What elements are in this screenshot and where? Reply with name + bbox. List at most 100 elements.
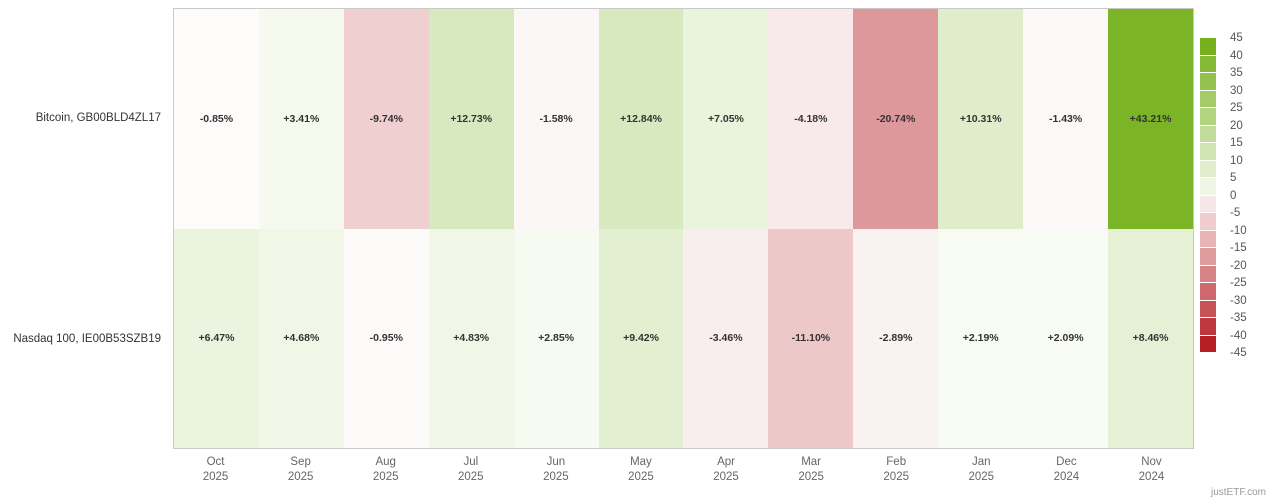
x-axis-year: 2025 <box>713 471 739 483</box>
legend-tick-label: -10 <box>1230 224 1247 237</box>
legend-segment <box>1200 300 1216 318</box>
heatmap-grid: -0.85% +3.41% -9.74% +12.73% -1.58% +12.84% +7… <box>173 8 1194 449</box>
watermark: justETF.com <box>1210 487 1266 498</box>
x-axis-label: Apr 2025 <box>684 455 769 485</box>
cell-value-label: +12.73% <box>450 112 493 125</box>
heatmap-cell[interactable]: -11.10% <box>768 228 854 448</box>
x-axis-year: 2024 <box>1138 471 1165 483</box>
heatmap-cell[interactable]: -9.74% <box>343 9 429 229</box>
cell-value-label: +2.85% <box>538 332 575 345</box>
legend-segment <box>1200 283 1216 301</box>
cell-value-label: +3.41% <box>283 112 320 125</box>
heatmap-cell[interactable]: +43.21% <box>1108 9 1193 229</box>
heatmap-cell[interactable]: -4.18% <box>768 9 854 229</box>
legend-segment <box>1200 160 1216 178</box>
y-axis-labels: Bitcoin, GB00BLD4ZL17 Nasdaq 100, IE00B53… <box>0 8 161 449</box>
x-axis-year: 2025 <box>372 471 399 483</box>
heatmap-cell[interactable]: +9.42% <box>598 228 684 448</box>
legend-tick-label: -5 <box>1230 207 1241 219</box>
cell-value-label: -4.18% <box>794 112 828 125</box>
legend-segment <box>1200 195 1216 213</box>
legend-segment <box>1200 38 1216 56</box>
heatmap-cell[interactable]: -0.95% <box>343 228 429 448</box>
cell-value-label: +12.84% <box>620 112 662 125</box>
cell-value-label: -20.74% <box>876 112 916 125</box>
legend-tick-label: 40 <box>1230 49 1243 62</box>
legend-tick-label: 0 <box>1230 189 1237 202</box>
heatmap-cell[interactable]: +3.41% <box>258 9 344 229</box>
x-axis-month: May <box>630 456 652 468</box>
legend-tick-label: 5 <box>1230 172 1237 184</box>
heatmap-cell[interactable]: +12.73% <box>428 9 514 229</box>
heatmap-cell[interactable]: +8.46% <box>1108 228 1193 448</box>
x-axis-year: 2024 <box>1053 471 1080 483</box>
cell-value-label: -0.85% <box>199 112 234 125</box>
legend-tick-label: -45 <box>1230 347 1247 359</box>
x-axis-month: Aug <box>375 456 396 468</box>
cell-value-label: +6.47% <box>198 332 235 345</box>
legend-segment <box>1200 125 1216 143</box>
legend-tick-label: -15 <box>1230 242 1247 254</box>
legend-segment <box>1200 108 1216 126</box>
legend-tick-label: 45 <box>1230 32 1243 44</box>
x-axis-label: Sep 2025 <box>258 455 343 485</box>
heatmap-cell[interactable]: -0.85% <box>174 9 259 229</box>
x-axis-labels: Oct 2025 Sep 2025 Aug 2025 Jul 2025 Jun 2025 May 20… <box>173 455 1194 485</box>
heatmap-cell[interactable]: -20.74% <box>853 9 939 229</box>
legend-segment <box>1200 178 1216 196</box>
legend-tick-label: -30 <box>1230 294 1247 307</box>
heatmap-cell[interactable]: +2.19% <box>938 228 1024 448</box>
heatmap-cell[interactable]: +4.68% <box>258 228 344 448</box>
heatmap-cell[interactable]: -2.89% <box>853 228 939 448</box>
x-axis-year: 2025 <box>798 471 824 483</box>
x-axis-label: Aug 2025 <box>343 455 428 485</box>
heatmap-cell[interactable]: +2.85% <box>513 228 599 448</box>
heatmap-cell[interactable]: -1.43% <box>1023 9 1109 229</box>
x-axis-year: 2025 <box>543 471 569 483</box>
heatmap-cell[interactable]: +2.09% <box>1023 228 1109 448</box>
heatmap-cell[interactable]: +7.05% <box>683 9 769 229</box>
legend-tick-label: 15 <box>1230 137 1243 149</box>
heatmap-cell[interactable]: -1.58% <box>513 9 599 229</box>
cell-value-label: -3.46% <box>709 332 743 345</box>
legend-tick-label: 25 <box>1230 102 1243 114</box>
legend-segment <box>1200 230 1216 248</box>
legend-segment <box>1200 265 1216 283</box>
cell-value-label: +4.83% <box>453 332 490 345</box>
cell-value-label: +43.21% <box>1129 112 1172 125</box>
legend-tick-label: -20 <box>1230 259 1247 272</box>
cell-value-label: +10.31% <box>959 112 1002 125</box>
x-axis-month: Mar <box>801 456 822 468</box>
heatmap-cell[interactable]: -3.46% <box>683 228 769 448</box>
cell-value-label: +7.05% <box>707 112 744 125</box>
x-axis-label: May 2025 <box>598 455 683 485</box>
x-axis-year: 2025 <box>883 471 909 483</box>
x-axis-label: Jan 2025 <box>939 455 1024 485</box>
heatmap-cell[interactable]: +10.31% <box>938 9 1024 229</box>
legend-segment <box>1200 90 1216 108</box>
heatmap-cell[interactable]: +4.83% <box>428 228 514 448</box>
legend-segment <box>1200 335 1216 353</box>
x-axis-month: Apr <box>717 456 735 468</box>
x-axis-label: Jul 2025 <box>428 455 513 485</box>
x-axis-year: 2025 <box>457 471 484 483</box>
x-axis-month: Oct <box>206 456 225 468</box>
cell-value-label: -2.89% <box>879 332 913 345</box>
x-axis-year: 2025 <box>628 471 654 483</box>
row-label: Bitcoin, GB00BLD4ZL17 <box>35 112 161 125</box>
x-axis-month: Jul <box>463 456 479 468</box>
legend-segment <box>1200 55 1216 73</box>
cell-value-label: -9.74% <box>369 112 403 125</box>
legend-tick-label: 35 <box>1230 67 1243 79</box>
x-axis-month: Feb <box>886 456 907 468</box>
cell-value-label: -0.95% <box>369 332 403 345</box>
x-axis-month: Sep <box>290 456 311 468</box>
x-axis-label: Mar 2025 <box>769 455 854 485</box>
x-axis-year: 2025 <box>202 471 229 483</box>
heatmap-cell[interactable]: +12.84% <box>598 9 684 229</box>
cell-value-label: +8.46% <box>1132 332 1169 345</box>
x-axis-label: Dec 2024 <box>1024 455 1109 485</box>
legend-color-bar <box>1200 38 1216 353</box>
heatmap-cell[interactable]: +6.47% <box>174 228 259 448</box>
x-axis-month: Dec <box>1056 456 1077 468</box>
